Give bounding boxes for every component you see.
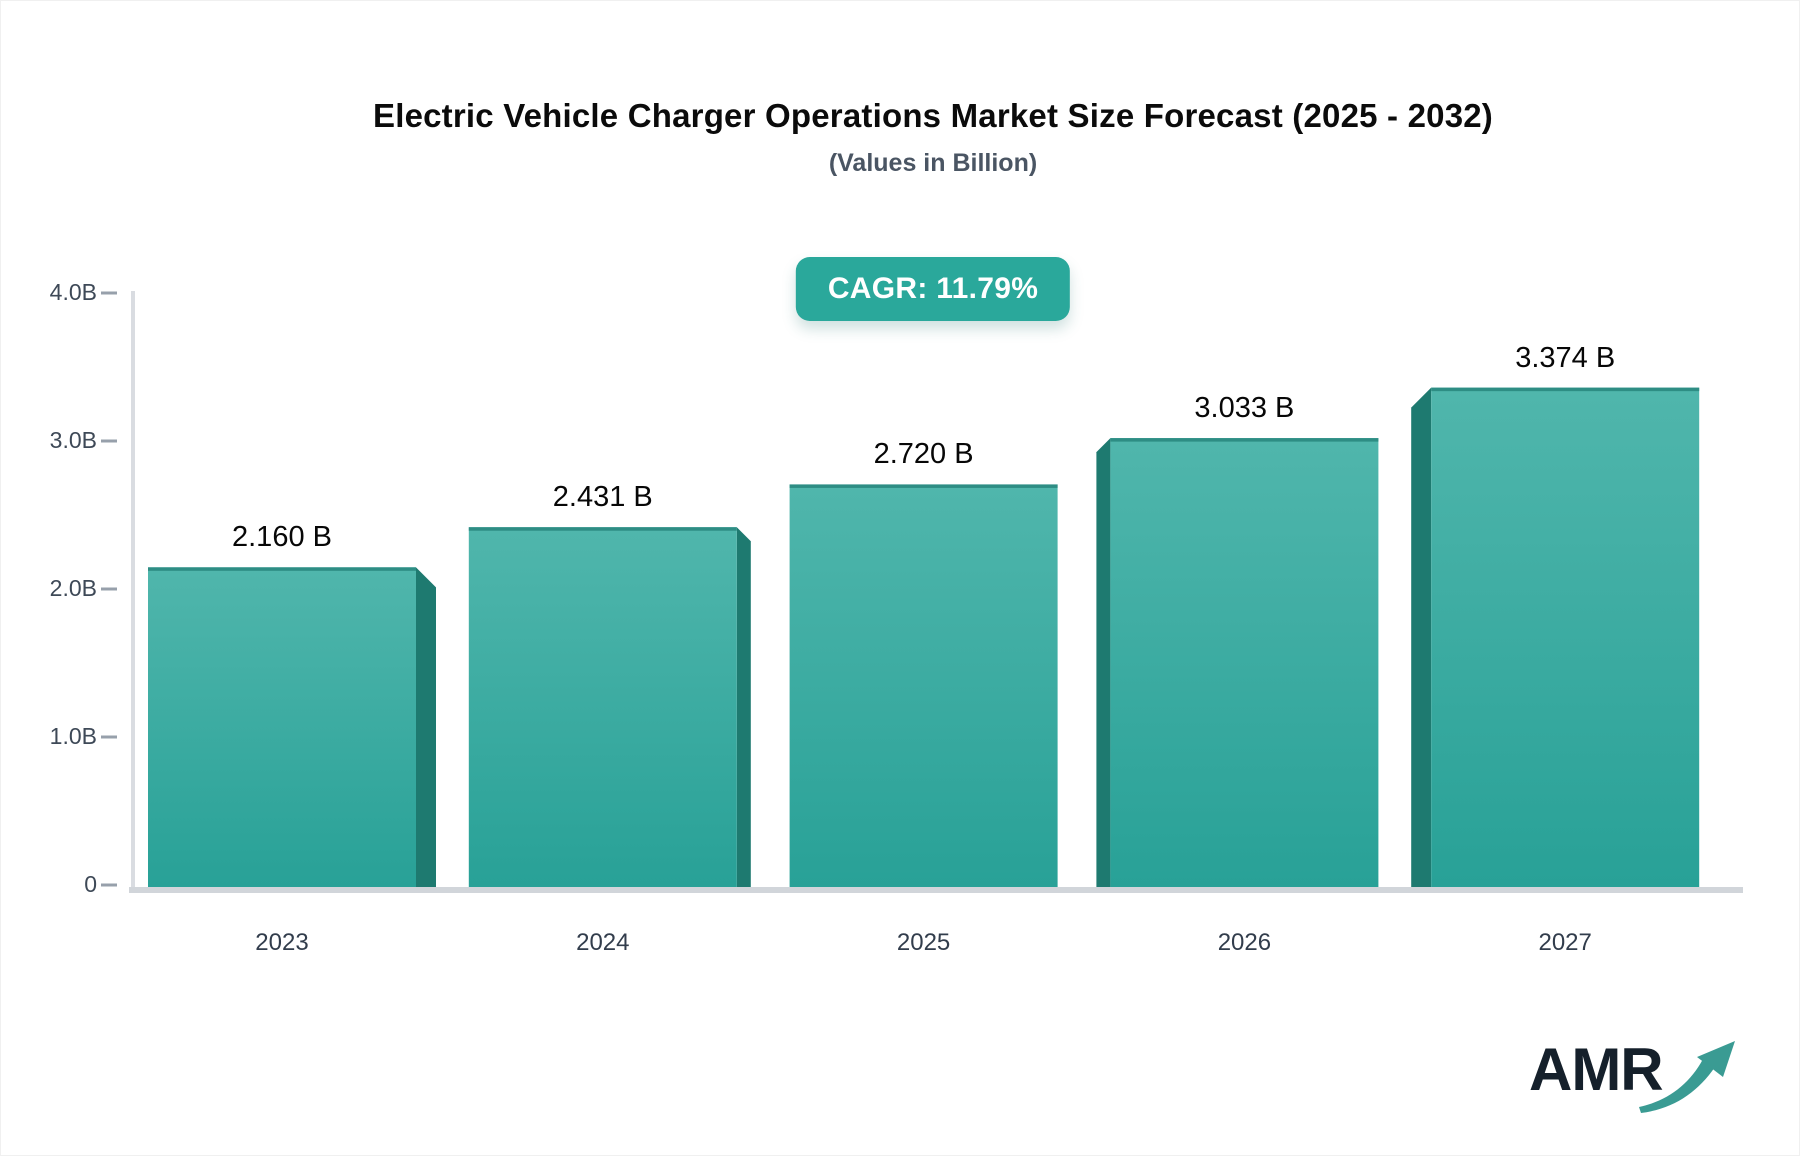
bar-value-label: 2.160 B xyxy=(232,521,332,554)
chart-title: Electric Vehicle Charger Operations Mark… xyxy=(373,97,1493,134)
bar-value-label: 2.431 B xyxy=(552,481,653,514)
amr-logo-text: AMR xyxy=(1529,1036,1664,1103)
y-tick-mark xyxy=(101,439,117,443)
x-axis-label: 2027 xyxy=(1538,929,1592,956)
y-tick-mark xyxy=(101,291,117,295)
y-tick-label: 3.0B xyxy=(49,427,97,453)
bar-side-face xyxy=(1411,387,1432,887)
x-axis-label: 2024 xyxy=(576,929,630,956)
chart-subtitle: (Values in Billion) xyxy=(828,149,1038,177)
amr-logo: AMR xyxy=(1529,1033,1735,1117)
bar-top-edge xyxy=(468,527,737,531)
cagr-badge: CAGR: 11.79% xyxy=(795,257,1071,321)
bar-value-label: 3.374 B xyxy=(1515,341,1616,374)
y-tick-label: 2.0B xyxy=(49,575,97,601)
y-tick-mark xyxy=(101,883,117,887)
y-tick-label: 4.0B xyxy=(49,279,97,305)
x-axis-label: 2025 xyxy=(896,929,951,956)
bar-side-face xyxy=(1096,438,1111,887)
y-tick-mark xyxy=(101,735,117,739)
bar-side-face xyxy=(736,527,751,887)
bar-top-edge xyxy=(789,484,1058,488)
bar-value-label: 3.033 B xyxy=(1194,392,1295,425)
bar-2025[interactable] xyxy=(789,484,1058,887)
bar-top-edge xyxy=(148,567,416,571)
bar-2024[interactable] xyxy=(468,527,737,887)
x-axis-baseline xyxy=(129,887,1743,893)
y-tick-label: 1.0B xyxy=(49,723,97,749)
y-tick-label: 0 xyxy=(84,871,97,897)
y-tick-mark xyxy=(101,587,117,591)
bar-side-face xyxy=(416,567,436,887)
x-axis-label: 2023 xyxy=(255,929,309,956)
bar-value-label: 2.720 B xyxy=(873,438,974,471)
bar-top-edge xyxy=(1431,387,1700,392)
x-axis-label: 2026 xyxy=(1217,929,1272,956)
amr-logo-arrow-icon xyxy=(1639,1041,1735,1113)
bar-2023[interactable] xyxy=(148,567,416,887)
bar-top-edge xyxy=(1110,438,1379,442)
bar-2027[interactable] xyxy=(1431,387,1700,887)
y-axis-line xyxy=(131,291,135,887)
bar-2026[interactable] xyxy=(1110,438,1379,887)
